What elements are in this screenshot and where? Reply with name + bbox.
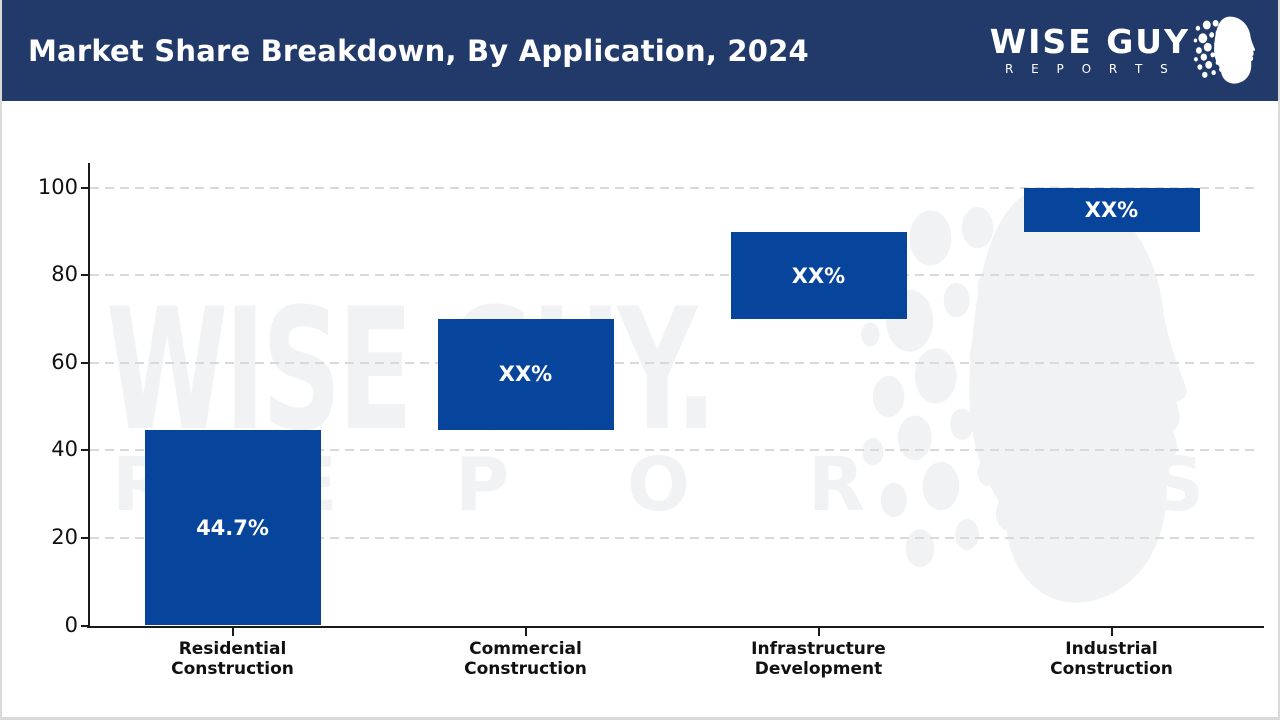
x-category-label-line: Residential: [178, 639, 287, 659]
x-category-label-2: Infrastructure Development: [699, 639, 939, 679]
logo-head-icon: [1192, 15, 1256, 87]
x-category-label-3: Industrial Construction: [992, 639, 1232, 679]
x-category-label-line: Industrial: [1065, 639, 1158, 659]
gridline-40: [90, 449, 1254, 452]
x-category-label-0: Residential Construction: [113, 639, 353, 679]
header-bar: Market Share Breakdown, By Application, …: [2, 0, 1278, 101]
page-title: Market Share Breakdown, By Application, …: [28, 33, 809, 68]
bar-3: [1023, 187, 1200, 233]
x-category-label-line: Development: [754, 659, 883, 679]
bar-1: [437, 318, 614, 430]
x-category-label-1: Commercial Construction: [406, 639, 646, 679]
bar-value-label-3: XX%: [1084, 197, 1139, 222]
y-tick-mark-80: [81, 274, 89, 277]
y-tick-mark-100: [81, 186, 89, 189]
x-tick-mark-3: [1110, 627, 1113, 636]
bar-0: [144, 429, 321, 626]
y-tick-label-100: 100: [37, 174, 78, 199]
bar-value-label-2: XX%: [791, 263, 846, 288]
gridline-60: [90, 361, 1254, 364]
wise-guy-logo: WISE GUY R E P O R T S: [990, 15, 1256, 87]
y-tick-mark-20: [81, 536, 89, 539]
y-axis: [88, 163, 90, 628]
x-tick-mark-2: [817, 627, 820, 636]
bar-2: [730, 232, 907, 319]
logo-wordmark-line2: R E P O R T S: [1004, 62, 1175, 76]
x-axis: [87, 625, 1264, 628]
y-tick-mark-0: [81, 624, 89, 627]
x-tick-mark-0: [231, 627, 234, 636]
x-category-label-line: Construction: [1050, 659, 1173, 679]
logo-wordmark-line1: WISE GUY: [989, 22, 1190, 61]
y-tick-label-80: 80: [51, 262, 78, 287]
y-tick-label-60: 60: [51, 349, 78, 374]
x-category-label-line: Construction: [464, 659, 587, 679]
y-tick-mark-60: [81, 361, 89, 364]
x-category-label-line: Construction: [171, 659, 294, 679]
bar-value-label-1: XX%: [498, 362, 553, 387]
gridline-100: [90, 186, 1254, 189]
x-category-label-line: Commercial: [469, 639, 582, 659]
gridline-20: [90, 536, 1254, 539]
y-tick-label-20: 20: [51, 524, 78, 549]
y-tick-label-40: 40: [51, 437, 78, 462]
x-category-label-line: Infrastructure: [751, 639, 886, 659]
y-tick-label-0: 0: [64, 612, 78, 637]
x-tick-mark-1: [524, 627, 527, 636]
gridline-80: [90, 274, 1254, 277]
bar-value-label-0: 44.7%: [196, 515, 269, 540]
y-tick-mark-40: [81, 449, 89, 452]
watermark-wordmark: WISE GUY.: [106, 272, 717, 468]
logo-wordmark: WISE GUY R E P O R T S: [990, 25, 1190, 76]
